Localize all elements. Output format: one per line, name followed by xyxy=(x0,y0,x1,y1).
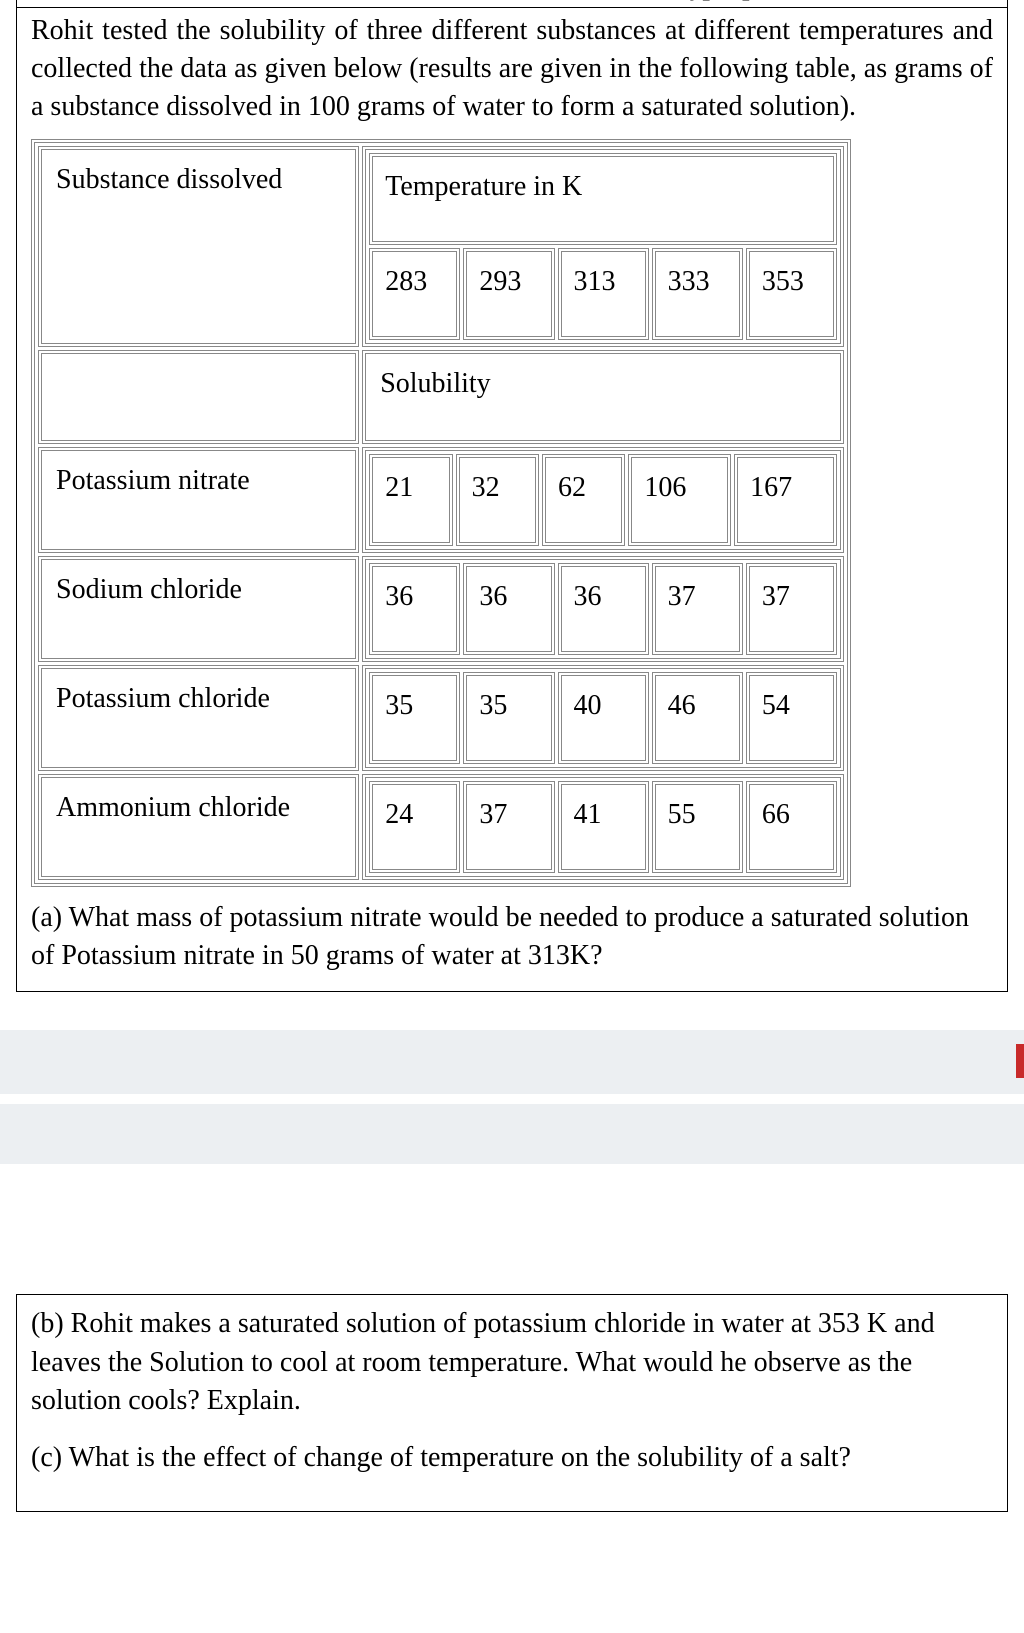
value-cell: 37 xyxy=(463,781,554,873)
value-cell: 21 xyxy=(369,454,452,546)
value-cell: 66 xyxy=(746,781,837,873)
solubility-header-row: Solubility xyxy=(38,350,844,444)
substance-name: Ammonium chloride xyxy=(38,774,359,880)
separator-band xyxy=(0,1030,1024,1094)
question-box-top: Rohit tested the solubility of three dif… xyxy=(16,8,1008,992)
temp-header-inner: Temperature in K 283 293 313 333 353 xyxy=(366,150,840,343)
header-fragment-text: Question numbers 27 to 35 are short answ… xyxy=(185,0,839,1)
question-part-a: (a) What mass of potassium nitrate would… xyxy=(17,897,1007,991)
value-cell: 167 xyxy=(734,454,837,546)
value-cell: 36 xyxy=(558,563,649,655)
value-cell: 55 xyxy=(652,781,743,873)
question-box-bottom: (b) Rohit makes a saturated solution of … xyxy=(16,1294,1008,1513)
solubility-table: Substance dissolved Temperature in K 283… xyxy=(31,139,851,887)
value-cell: 106 xyxy=(628,454,731,546)
question-part-b: (b) Rohit makes a saturated solution of … xyxy=(31,1305,993,1421)
value-cell: 35 xyxy=(463,672,554,764)
value-cell: 46 xyxy=(652,672,743,764)
table-header-row: Substance dissolved Temperature in K 283… xyxy=(38,146,844,347)
question-intro: Rohit tested the solubility of three dif… xyxy=(17,8,1007,133)
value-cell: 36 xyxy=(369,563,460,655)
table-row: Sodium chloride 36 36 36 37 37 xyxy=(38,556,844,662)
value-cell: 24 xyxy=(369,781,460,873)
value-cell: 40 xyxy=(558,672,649,764)
section-header-fragment: Question numbers 27 to 35 are short answ… xyxy=(16,0,1008,8)
value-cell: 35 xyxy=(369,672,460,764)
temp-cell: 333 xyxy=(652,248,743,340)
row-header-label: Substance dissolved xyxy=(38,146,359,347)
value-cell: 41 xyxy=(558,781,649,873)
temperature-values-row: 283 293 313 333 353 xyxy=(369,248,837,340)
value-cell: 37 xyxy=(652,563,743,655)
value-cell: 36 xyxy=(463,563,554,655)
separator-band xyxy=(0,1104,1024,1164)
table-row: Potassium nitrate 21 32 62 106 167 xyxy=(38,447,844,553)
temp-cell: 283 xyxy=(369,248,460,340)
table-row: Ammonium chloride 24 37 41 55 66 xyxy=(38,774,844,880)
substance-name: Potassium nitrate xyxy=(38,447,359,553)
separator-gap xyxy=(0,1164,1024,1294)
substance-name: Sodium chloride xyxy=(38,556,359,662)
value-cell: 62 xyxy=(542,454,625,546)
temp-header-cell: Temperature in K 283 293 313 333 353 xyxy=(362,146,844,347)
temp-cell: 293 xyxy=(463,248,554,340)
empty-cell xyxy=(38,350,359,444)
substance-name: Potassium chloride xyxy=(38,665,359,771)
value-cell: 32 xyxy=(456,454,539,546)
question-part-c: (c) What is the effect of change of temp… xyxy=(31,1439,993,1478)
temp-header-text: Temperature in K xyxy=(369,153,837,245)
value-cell: 37 xyxy=(746,563,837,655)
separator-gap xyxy=(0,1094,1024,1104)
temp-cell: 353 xyxy=(746,248,837,340)
page: Question numbers 27 to 35 are short answ… xyxy=(0,0,1024,1512)
table-row: Potassium chloride 35 35 40 46 54 xyxy=(38,665,844,771)
solubility-header: Solubility xyxy=(362,350,844,444)
value-cell: 54 xyxy=(746,672,837,764)
temp-cell: 313 xyxy=(558,248,649,340)
